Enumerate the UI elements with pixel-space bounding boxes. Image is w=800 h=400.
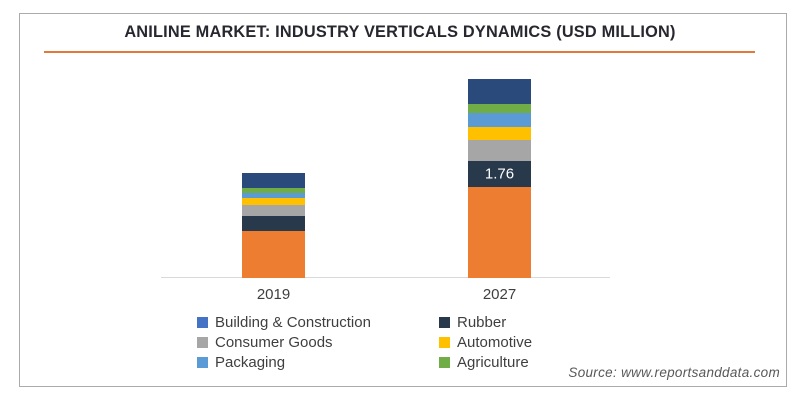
segment-rubber-2019 [242, 215, 305, 232]
legend-swatch-icon [197, 316, 208, 328]
segment-building-and-construction-2019 [242, 173, 305, 189]
segment-unlabeled-2019 [242, 231, 305, 278]
segment-consumer-goods-2027 [468, 139, 531, 161]
segment-packaging-2019 [242, 193, 305, 199]
segment-automotive-2019 [242, 198, 305, 206]
legend-swatch-icon [197, 356, 208, 368]
segment-automotive-2027 [468, 126, 531, 140]
segment-rubber-2027: 1.76 [468, 160, 531, 187]
legend-item-automotive: Automotive [439, 332, 532, 352]
source-attribution: Source: www.reportsanddata.com [568, 365, 780, 380]
segment-agriculture-2027 [468, 103, 531, 113]
bar-2027: 1.76 [468, 79, 531, 278]
title-underline [44, 51, 755, 53]
legend-item-consumer-goods: Consumer Goods [197, 332, 371, 352]
legend-item-packaging: Packaging [197, 352, 371, 372]
bar-2019 [242, 173, 305, 278]
segment-consumer-goods-2019 [242, 205, 305, 216]
chart-title: ANILINE MARKET: INDUSTRY VERTICALS DYNAM… [124, 22, 676, 41]
legend-item-building-and-construction: Building & Construction [197, 312, 371, 332]
legend-swatch-icon [439, 336, 450, 348]
legend-item-rubber: Rubber [439, 312, 532, 332]
legend-column-2: Rubber Automotive Agriculture [439, 312, 532, 372]
segment-building-and-construction-2027 [468, 79, 531, 104]
legend-item-label: Consumer Goods [215, 333, 333, 351]
x-axis-line [161, 277, 610, 278]
legend-item-label: Automotive [457, 333, 533, 351]
segment-agriculture-2019 [242, 188, 305, 194]
legend-item-label: Agriculture [457, 353, 529, 371]
legend-swatch-icon [439, 356, 450, 368]
x-axis-label-2027: 2027 [482, 286, 517, 303]
legend-swatch-icon [439, 316, 450, 328]
legend-column-1: Building & Construction Consumer Goods Pac… [197, 312, 371, 372]
segment-packaging-2027 [468, 112, 531, 127]
legend-item-label: Packaging [215, 353, 286, 371]
legend-item-label: Building & Construction [215, 313, 371, 331]
legend-swatch-icon [197, 336, 208, 348]
legend-item-agriculture: Agriculture [439, 352, 532, 372]
legend-item-label: Rubber [457, 313, 507, 331]
x-axis-label-2019: 2019 [256, 286, 291, 303]
chart-frame [19, 13, 787, 387]
segment-unlabeled-2027 [468, 186, 531, 278]
segment-data-label: 1.76 [484, 165, 515, 183]
